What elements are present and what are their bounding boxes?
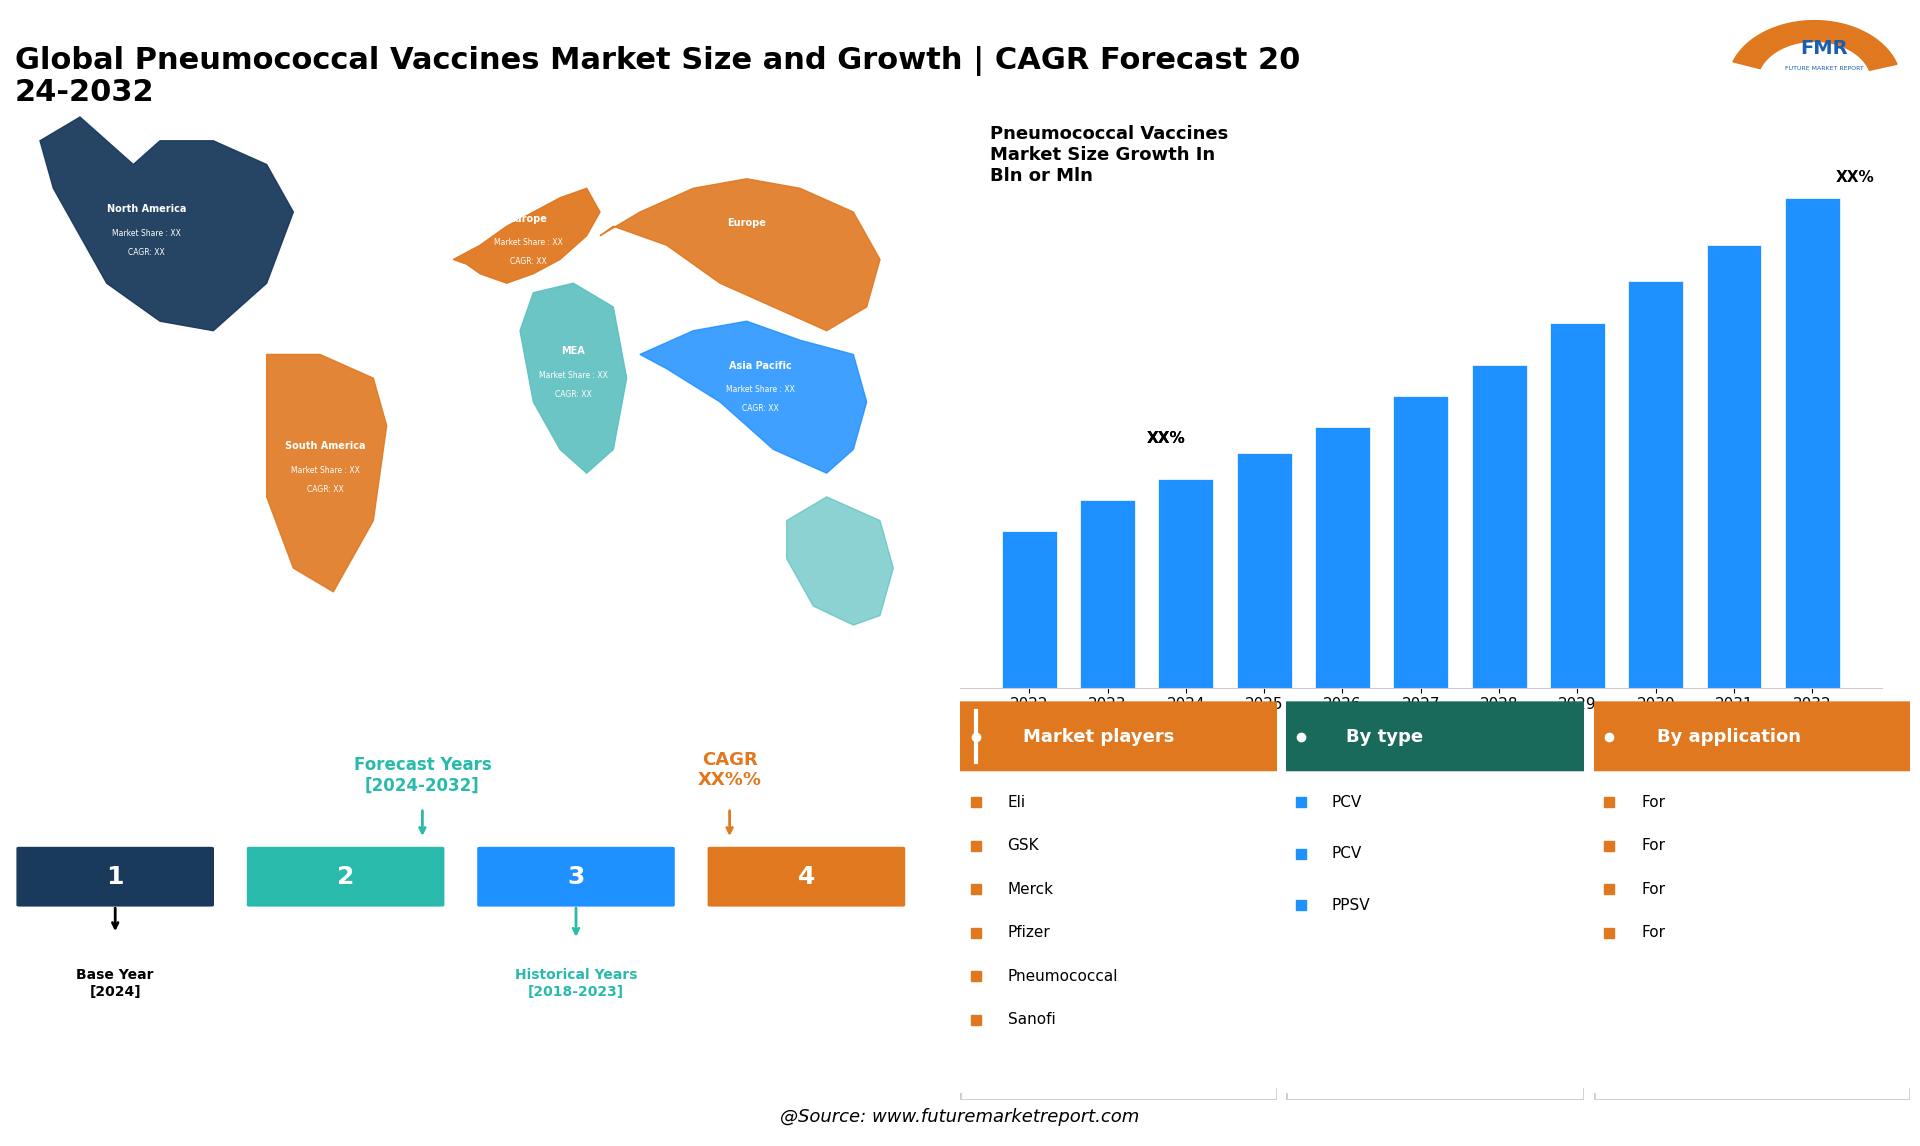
- Text: 4: 4: [797, 865, 816, 888]
- FancyBboxPatch shape: [950, 701, 1286, 771]
- Text: Market Share : XX: Market Share : XX: [540, 371, 609, 380]
- Text: North America: North America: [108, 204, 186, 214]
- Text: GSK: GSK: [1008, 838, 1039, 854]
- Text: CAGR: XX: CAGR: XX: [307, 485, 344, 494]
- Text: CAGR: XX: CAGR: XX: [509, 257, 547, 266]
- Text: 24-2032: 24-2032: [15, 78, 156, 107]
- Text: For: For: [1642, 838, 1665, 854]
- Text: XX%: XX%: [1146, 431, 1185, 446]
- Text: For: For: [1642, 925, 1665, 941]
- Text: Pneumococcal: Pneumococcal: [1008, 968, 1117, 984]
- Bar: [1394, 395, 1448, 688]
- Text: MEA: MEA: [561, 346, 586, 356]
- Text: CAGR
XX%%: CAGR XX%%: [697, 751, 762, 790]
- FancyBboxPatch shape: [707, 846, 906, 908]
- FancyBboxPatch shape: [15, 846, 215, 908]
- Text: Base Year
[2024]: Base Year [2024]: [77, 968, 154, 998]
- Text: Historical Years
[2018-2023]: Historical Years [2018-2023]: [515, 968, 637, 998]
- Text: Pneumococcal Vaccines
Market Size Growth In
Bln or Mln: Pneumococcal Vaccines Market Size Growth…: [991, 125, 1229, 185]
- Text: PCV: PCV: [1331, 846, 1361, 862]
- Text: Asia Pacific: Asia Pacific: [728, 361, 791, 370]
- Text: Eli: Eli: [1008, 794, 1025, 810]
- Polygon shape: [520, 283, 626, 473]
- Bar: [1707, 245, 1761, 688]
- Bar: [1081, 500, 1135, 688]
- Text: Market Share : XX: Market Share : XX: [493, 238, 563, 248]
- Text: Forecast Years
[2024-2032]: Forecast Years [2024-2032]: [353, 756, 492, 795]
- Text: FMR: FMR: [1801, 39, 1847, 57]
- Bar: [1158, 479, 1213, 688]
- Text: Pfizer: Pfizer: [1008, 925, 1050, 941]
- Text: Europe: Europe: [728, 218, 766, 228]
- Bar: [1786, 198, 1839, 688]
- Bar: [1315, 427, 1369, 688]
- Polygon shape: [787, 497, 893, 625]
- Bar: [1473, 364, 1526, 688]
- Polygon shape: [1734, 21, 1897, 70]
- Text: PCV: PCV: [1331, 794, 1361, 810]
- Polygon shape: [453, 188, 599, 283]
- Polygon shape: [40, 117, 294, 331]
- FancyBboxPatch shape: [1584, 701, 1920, 771]
- Text: For: For: [1642, 794, 1665, 810]
- Text: 1: 1: [106, 865, 125, 888]
- Text: CAGR: XX: CAGR: XX: [129, 248, 165, 257]
- Text: By type: By type: [1346, 728, 1423, 746]
- Bar: [1236, 453, 1292, 688]
- Text: Merck: Merck: [1008, 881, 1054, 897]
- FancyBboxPatch shape: [476, 846, 676, 908]
- FancyBboxPatch shape: [1277, 701, 1594, 771]
- Text: Market Share : XX: Market Share : XX: [726, 385, 795, 394]
- Text: Market Share : XX: Market Share : XX: [292, 466, 359, 476]
- Polygon shape: [267, 354, 386, 591]
- Text: 2: 2: [336, 865, 355, 888]
- Text: XX%: XX%: [1146, 431, 1185, 446]
- Text: XX%: XX%: [1836, 171, 1874, 186]
- Text: CAGR: XX: CAGR: XX: [741, 405, 778, 414]
- Text: Europe: Europe: [509, 213, 547, 223]
- Text: PPSV: PPSV: [1331, 897, 1369, 913]
- Polygon shape: [639, 321, 866, 473]
- Text: For: For: [1642, 881, 1665, 897]
- Polygon shape: [599, 179, 879, 331]
- Text: Sanofi: Sanofi: [1008, 1012, 1056, 1028]
- Text: @Source: www.futuremarketreport.com: @Source: www.futuremarketreport.com: [780, 1108, 1140, 1127]
- Text: Global Pneumococcal Vaccines Market Size and Growth | CAGR Forecast 20: Global Pneumococcal Vaccines Market Size…: [15, 46, 1300, 76]
- Bar: [1628, 281, 1684, 688]
- Text: South America: South America: [284, 441, 365, 452]
- Text: 3: 3: [566, 865, 586, 888]
- Text: Market players: Market players: [1023, 728, 1175, 746]
- Text: FUTURE MARKET REPORT: FUTURE MARKET REPORT: [1784, 66, 1864, 71]
- Text: By application: By application: [1657, 728, 1801, 746]
- Text: Market Share : XX: Market Share : XX: [111, 229, 180, 237]
- Text: CAGR: XX: CAGR: XX: [555, 390, 591, 399]
- FancyBboxPatch shape: [246, 846, 445, 908]
- Bar: [1549, 323, 1605, 688]
- Bar: [1002, 532, 1056, 688]
